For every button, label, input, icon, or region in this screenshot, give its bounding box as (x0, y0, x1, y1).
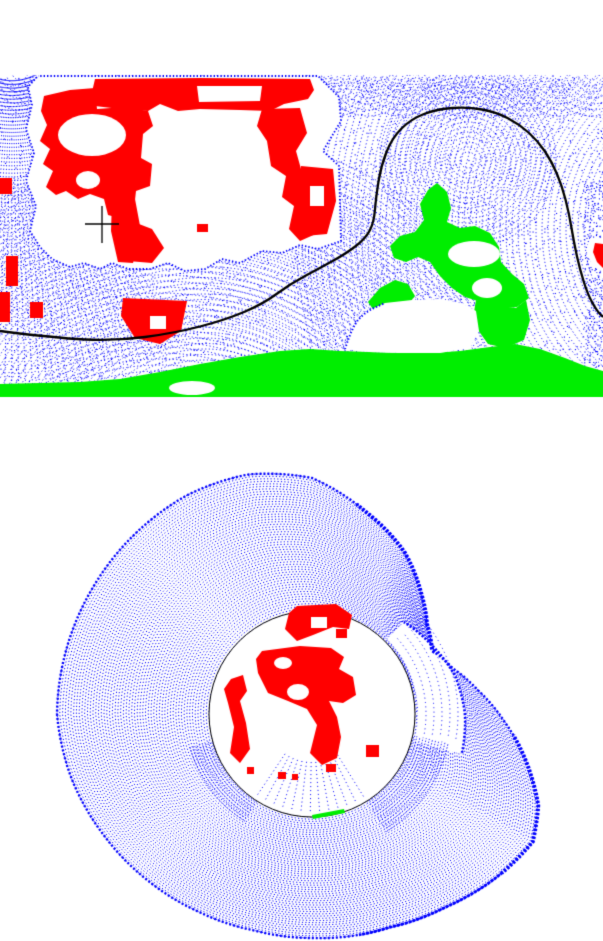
figure (0, 0, 603, 941)
plot-canvas (0, 0, 603, 941)
